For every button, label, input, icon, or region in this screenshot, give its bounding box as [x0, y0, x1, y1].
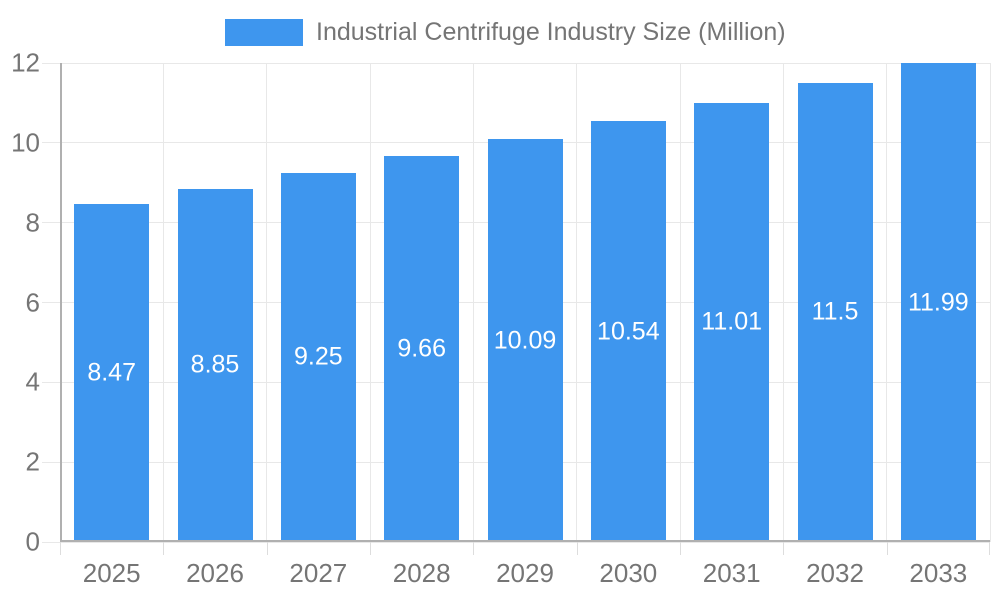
- legend-label: Industrial Centrifuge Industry Size (Mil…: [316, 18, 786, 46]
- vgrid-line: [369, 63, 371, 542]
- bar-value-label: 8.85: [190, 350, 240, 379]
- x-axis-tick: [370, 542, 371, 555]
- y-tick-label: 12: [11, 47, 40, 78]
- x-axis-labels: 2025 2026 2027 2028 2029 2030 2031 2032 2033: [60, 558, 990, 588]
- x-axis-tick: [783, 542, 785, 555]
- bar[interactable]: [384, 156, 460, 542]
- bar-value-label: 8.47: [87, 358, 136, 387]
- vgrid-line: [679, 63, 681, 542]
- x-tick-label: 2030: [599, 558, 658, 588]
- x-tick-label: 2031: [702, 558, 761, 588]
- bar[interactable]: [900, 63, 976, 542]
- bar[interactable]: [177, 188, 253, 542]
- x-axis-tick: [680, 542, 681, 555]
- x-axis-tick: [576, 542, 578, 555]
- y-tick-label: 0: [25, 526, 40, 557]
- bar-value-label: 9.25: [293, 342, 343, 371]
- y-tick-label: 8: [25, 207, 40, 238]
- bar[interactable]: [694, 102, 770, 542]
- plot-area: 8.47 8.85 9.25 9.66 10.09 10.54 11.01 11.5 11.99: [42, 62, 991, 555]
- x-axis-tick: [266, 542, 268, 555]
- vgrid-line: [886, 63, 888, 542]
- x-tick-label: 2026: [186, 558, 244, 588]
- hgrid-line: [42, 62, 990, 64]
- y-axis-labels: 0 2 4 6 8 10 12: [0, 48, 42, 557]
- bar[interactable]: [487, 139, 563, 542]
- bar[interactable]: [797, 82, 873, 542]
- x-tick-label: 2027: [289, 558, 348, 588]
- x-tick-label: 2028: [392, 558, 451, 588]
- vgrid-line: [162, 63, 164, 542]
- vgrid-line: [472, 63, 474, 542]
- y-axis-line: [60, 63, 62, 542]
- x-tick-label: 2033: [909, 558, 968, 588]
- legend-swatch: [225, 19, 303, 46]
- vgrid-line: [266, 63, 268, 542]
- x-axis-line: [60, 540, 990, 542]
- bar-value-label: 10.54: [597, 317, 660, 346]
- bar-value-label: 11.99: [907, 288, 969, 317]
- x-axis-tick: [60, 542, 61, 555]
- bar-value-label: 11.5: [811, 297, 859, 326]
- x-tick-label: 2025: [82, 558, 141, 588]
- bar-value-label: 11.01: [701, 307, 763, 336]
- vgrid-line: [782, 63, 784, 542]
- x-tick-label: 2029: [496, 558, 554, 588]
- x-axis-tick: [163, 542, 165, 555]
- bar[interactable]: [280, 172, 356, 542]
- y-tick-label: 6: [25, 287, 40, 317]
- x-axis-tick: [886, 542, 888, 555]
- y-tick-label: 10: [11, 127, 40, 158]
- bar-value-label: 9.66: [397, 334, 446, 363]
- y-tick-label: 2: [25, 446, 40, 477]
- bar-value-label: 10.09: [493, 326, 557, 355]
- y-tick-label: 4: [25, 366, 40, 397]
- vgrid-line: [989, 63, 991, 542]
- x-axis-tick: [473, 542, 475, 555]
- vgrid-line: [576, 63, 578, 542]
- x-tick-label: 2032: [806, 558, 864, 588]
- legend: Industrial Centrifuge Industry Size (Mil…: [225, 18, 786, 46]
- bar[interactable]: [74, 203, 150, 542]
- bar[interactable]: [590, 121, 666, 542]
- hgrid-line: [42, 541, 990, 543]
- x-axis-tick: [989, 542, 990, 555]
